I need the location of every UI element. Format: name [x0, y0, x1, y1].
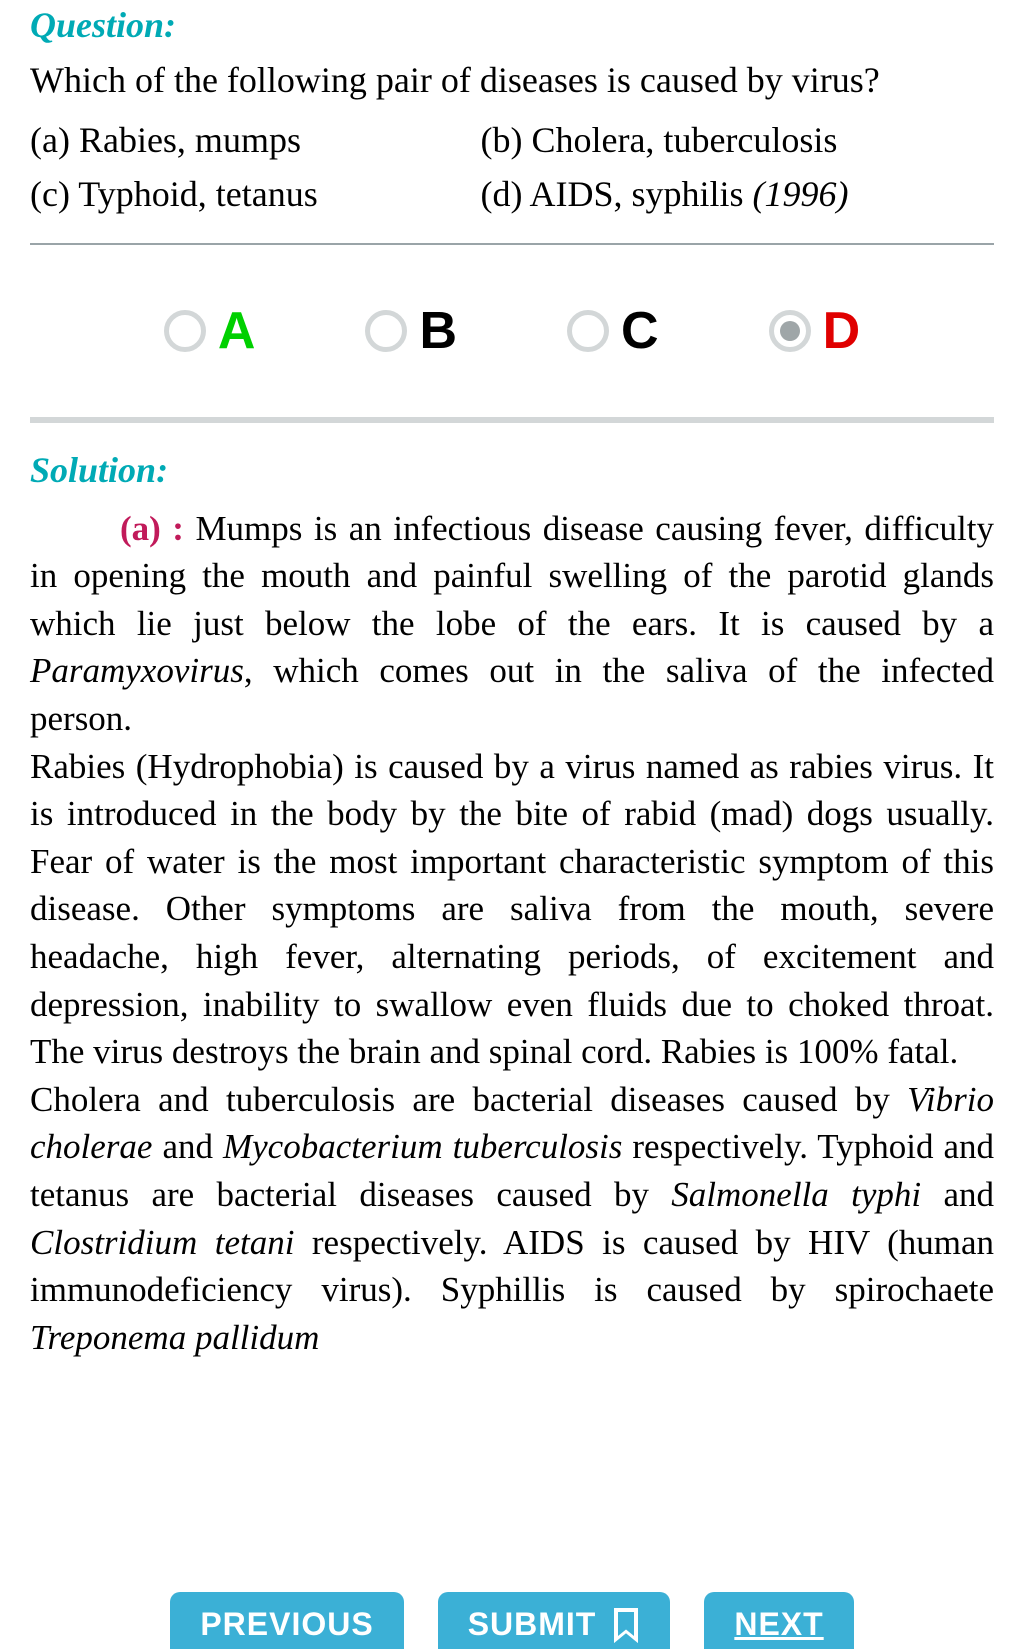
option-d-year: (1996) — [753, 174, 849, 214]
solution-p1-it1: Paramyxovirus — [30, 651, 244, 690]
button-bar: PREVIOUS SUBMIT NEXT — [0, 1583, 1024, 1649]
radio-a-icon — [164, 310, 206, 352]
next-button-label: NEXT — [734, 1606, 823, 1643]
radio-b-icon — [365, 310, 407, 352]
previous-button[interactable]: PREVIOUS — [170, 1592, 403, 1649]
solution-p3b: and — [152, 1127, 223, 1166]
solution-answer-marker: (a) : — [120, 509, 195, 548]
solution-para-2: Rabies (Hydrophobia) is caused by a viru… — [30, 743, 994, 1076]
answer-choice-b[interactable]: B — [365, 301, 457, 361]
submit-button[interactable]: SUBMIT — [438, 1592, 671, 1649]
answer-choice-row: A B C D — [30, 245, 994, 417]
answer-letter-c: C — [621, 301, 659, 361]
question-options: (a) Rabies, mumps (b) Cholera, tuberculo… — [30, 113, 994, 221]
divider-thick — [30, 417, 994, 423]
submit-button-label: SUBMIT — [468, 1606, 597, 1643]
solution-para-3: Cholera and tuberculosis are bacterial d… — [30, 1076, 994, 1362]
solution-p3d: and — [921, 1175, 994, 1214]
solution-p3-it2: Mycobacterium tuberculosis — [223, 1127, 622, 1166]
option-a: (a) Rabies, mumps — [30, 113, 477, 167]
bookmark-icon — [612, 1607, 640, 1643]
solution-p3-it5: Treponema pallidum — [30, 1318, 319, 1357]
answer-letter-b: B — [419, 301, 457, 361]
previous-button-label: PREVIOUS — [200, 1606, 373, 1643]
option-b: (b) Cholera, tuberculosis — [481, 113, 994, 167]
next-button[interactable]: NEXT — [704, 1592, 853, 1649]
option-c: (c) Typhoid, tetanus — [30, 167, 477, 221]
question-heading: Question: — [30, 4, 994, 46]
answer-letter-a: A — [218, 301, 256, 361]
solution-body: (a) : Mumps is an infectious disease cau… — [30, 505, 994, 1362]
radio-c-icon — [567, 310, 609, 352]
page-root: Question: Which of the following pair of… — [0, 4, 1024, 1649]
solution-p3-it4: Clostridium tetani — [30, 1223, 294, 1262]
answer-choice-a[interactable]: A — [164, 301, 256, 361]
answer-choice-c[interactable]: C — [567, 301, 659, 361]
solution-para-1: (a) : Mumps is an infectious disease cau… — [30, 505, 994, 743]
solution-p3-it3: Salmonella typhi — [671, 1175, 921, 1214]
solution-heading: Solution: — [30, 449, 994, 491]
answer-choice-d[interactable]: D — [769, 301, 861, 361]
question-prompt: Which of the following pair of diseases … — [30, 56, 994, 105]
radio-d-icon — [769, 310, 811, 352]
option-d-text: (d) AIDS, syphilis — [481, 174, 753, 214]
answer-letter-d: D — [823, 301, 861, 361]
solution-p3a: Cholera and tuberculosis are bacterial d… — [30, 1080, 907, 1119]
option-d: (d) AIDS, syphilis (1996) — [481, 167, 994, 221]
